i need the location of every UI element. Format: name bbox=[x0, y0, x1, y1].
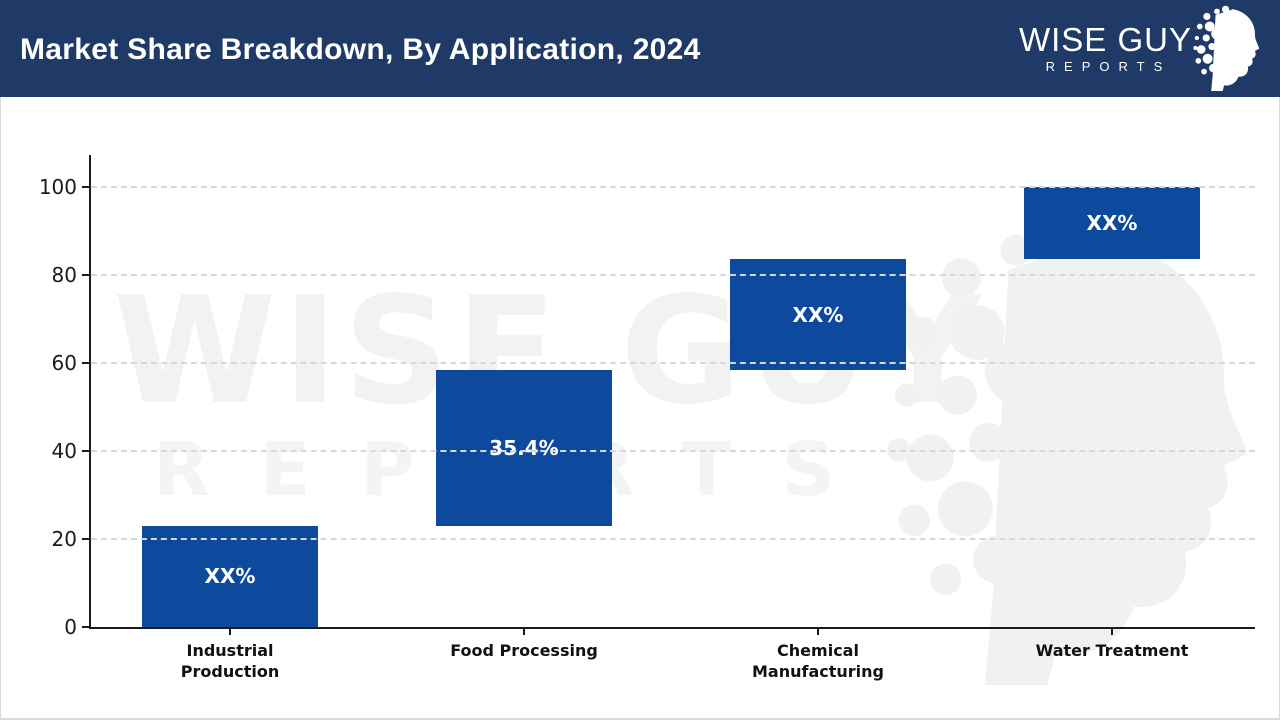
y-tick-label: 60 bbox=[51, 351, 77, 375]
x-category-label: Chemical Manufacturing bbox=[752, 641, 884, 681]
plot-region: WISE GUY REPORTS 020406080100XX%Industri… bbox=[1, 97, 1279, 718]
x-axis-spine bbox=[89, 627, 1255, 629]
wise-guy-reports-logo: WISE GUY REPORTS bbox=[1019, 5, 1266, 91]
y-axis-tick bbox=[82, 538, 89, 540]
x-category-label: Industrial Production bbox=[180, 641, 280, 681]
bar-value-label: XX% bbox=[792, 302, 844, 327]
bar: 35.4% bbox=[436, 370, 612, 526]
x-category-label: Food Processing bbox=[450, 641, 598, 660]
chart-area: WISE GUY REPORTS 020406080100XX%Industri… bbox=[0, 97, 1280, 720]
bar: XX% bbox=[1024, 187, 1200, 260]
gridline bbox=[91, 362, 1255, 364]
y-tick-label: 100 bbox=[38, 175, 77, 199]
bar-value-label: XX% bbox=[204, 564, 256, 589]
header-bar: Market Share Breakdown, By Application, … bbox=[0, 0, 1280, 97]
gridline bbox=[91, 450, 1255, 452]
x-axis-tick bbox=[523, 629, 525, 635]
bar-value-label: 35.4% bbox=[489, 435, 559, 460]
bar: XX% bbox=[142, 525, 318, 627]
y-axis-tick bbox=[82, 186, 89, 188]
x-category-label: Water Treatment bbox=[1035, 641, 1189, 660]
bar-value-label: XX% bbox=[1086, 211, 1138, 236]
y-axis-tick bbox=[82, 450, 89, 452]
gridline bbox=[91, 538, 1255, 540]
y-axis-spine bbox=[89, 155, 91, 629]
logo-sub-text: REPORTS bbox=[1045, 59, 1172, 75]
y-tick-label: 80 bbox=[51, 263, 77, 287]
y-tick-label: 0 bbox=[64, 615, 77, 639]
logo-main-text: WISE GUY bbox=[1018, 20, 1192, 58]
bar: XX% bbox=[730, 259, 906, 371]
gridline bbox=[91, 186, 1255, 188]
x-axis-tick bbox=[229, 629, 231, 635]
page-title: Market Share Breakdown, By Application, … bbox=[20, 33, 701, 66]
x-axis-tick bbox=[817, 629, 819, 635]
x-axis-tick bbox=[1111, 629, 1113, 635]
gridline bbox=[91, 274, 1255, 276]
y-tick-label: 20 bbox=[51, 527, 77, 551]
y-axis-tick bbox=[82, 274, 89, 276]
logo-head-icon bbox=[1193, 5, 1260, 91]
logo-text: WISE GUY REPORTS bbox=[1018, 20, 1192, 75]
y-tick-label: 40 bbox=[51, 439, 77, 463]
y-axis-tick bbox=[82, 626, 89, 628]
y-axis-tick bbox=[82, 362, 89, 364]
